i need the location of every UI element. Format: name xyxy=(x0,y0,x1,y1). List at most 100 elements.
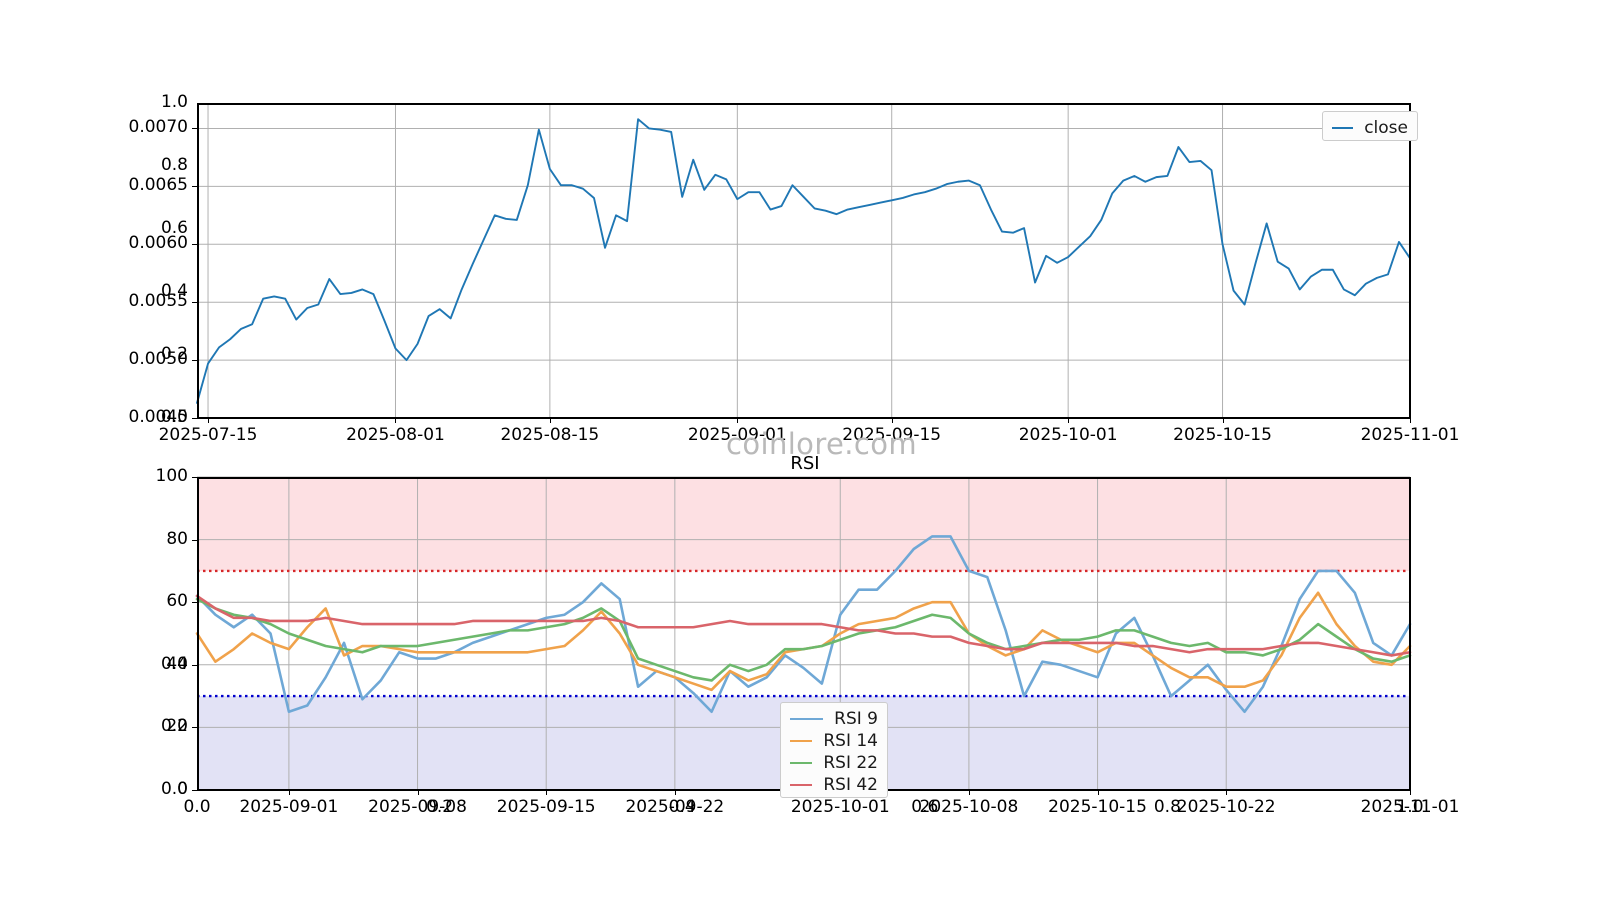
axis-tick-label: 0.0055 xyxy=(128,291,188,312)
axis-tick-label: 0.8 xyxy=(1153,797,1181,817)
axis-tick-label: 2025-09-15 xyxy=(842,425,942,445)
axis-tick-label: 2025-09-22 xyxy=(625,797,725,817)
axis-tickmark xyxy=(192,727,197,729)
axis-tick-label: 0.4 xyxy=(668,797,696,817)
axis-tick-label: 0.0065 xyxy=(128,175,188,196)
axis-tickmark xyxy=(1410,418,1411,423)
axis-tickmark xyxy=(1222,418,1224,423)
legend-line-icon xyxy=(790,784,813,786)
axis-tick-label: 40 xyxy=(166,653,188,674)
axis-tickmark xyxy=(891,418,893,423)
axis-tickmark xyxy=(417,790,419,795)
axis-tick-label: 2025-07-15 xyxy=(158,425,258,445)
price-axis-top xyxy=(197,103,1411,105)
axis-tick-label: 2025-10-15 xyxy=(1048,797,1147,817)
price-axis-right xyxy=(1409,103,1411,419)
axis-tick-label: 0.0070 xyxy=(128,117,188,138)
rsi-line-svg xyxy=(195,476,1412,791)
price-axis-bottom xyxy=(197,417,1411,419)
axis-tickmark xyxy=(737,418,739,423)
axis-tick-label: 0.2 xyxy=(160,716,188,737)
axis-tickmark xyxy=(192,664,197,666)
axis-tick-label: 2025-09-15 xyxy=(496,797,596,817)
axis-tick-label: 2025-10-22 xyxy=(1176,797,1276,817)
axis-tickmark xyxy=(192,539,197,541)
price-chart-panel xyxy=(196,103,1411,419)
axis-tick-label: 80 xyxy=(166,528,188,549)
legend-item-rsi-9[interactable]: RSI 9 xyxy=(790,708,878,730)
axis-tickmark xyxy=(1068,418,1070,423)
axis-tick-label: 0.6 xyxy=(911,797,939,817)
rsi-axis-left xyxy=(197,477,199,791)
axis-tick-label: 0.0 xyxy=(160,407,188,427)
rsi-axis-top xyxy=(197,477,1411,479)
axis-tick-label: 1.0 xyxy=(1396,797,1424,817)
legend-item-rsi-22[interactable]: RSI 22 xyxy=(790,752,878,774)
legend-item-close[interactable]: close xyxy=(1332,117,1408,139)
axis-tick-label: 2025-09-01 xyxy=(687,425,787,445)
axis-tick-label: 1.0 xyxy=(160,92,188,112)
axis-tickmark xyxy=(192,790,197,791)
legend-label: RSI 14 xyxy=(823,731,878,751)
axis-tick-label: 20 xyxy=(166,716,188,737)
axis-tick-label: 0.6 xyxy=(160,218,188,238)
rsi-legend[interactable]: RSI 9 RSI 14 RSI 22 RSI 42 xyxy=(780,702,888,798)
legend-line-icon xyxy=(790,762,813,764)
axis-tick-label: 0.0060 xyxy=(128,233,188,254)
axis-tick-label: 0.8 xyxy=(160,155,188,175)
axis-tick-label: 2025-10-08 xyxy=(919,797,1019,817)
rsi-panel-title: RSI xyxy=(790,453,820,474)
axis-tick-label: 2025-08-15 xyxy=(500,425,600,445)
axis-tick-label: 0.0045 xyxy=(128,407,188,427)
axis-tick-label: 0.0 xyxy=(160,779,188,799)
axis-tickmark xyxy=(546,790,548,795)
axis-tickmark xyxy=(1410,790,1411,795)
axis-tick-label: 0.0050 xyxy=(128,349,188,370)
axis-tickmark xyxy=(192,186,197,188)
axis-tick-label: 100 xyxy=(155,466,188,486)
axis-tick-label: 2025-10-15 xyxy=(1173,425,1272,445)
axis-tick-label: 0 xyxy=(177,779,188,799)
axis-tickmark xyxy=(192,360,197,362)
axis-tick-label: 2025-10-01 xyxy=(790,797,890,817)
legend-label-close: close xyxy=(1364,118,1408,138)
axis-tick-label: 0.4 xyxy=(160,281,188,301)
axis-tickmark xyxy=(192,302,197,304)
axis-tick-label: 2025-09-01 xyxy=(239,797,339,817)
legend-line-icon xyxy=(790,718,824,720)
rsi-axis-right xyxy=(1409,477,1411,791)
axis-tickmark xyxy=(674,790,676,795)
legend-label: RSI 9 xyxy=(834,709,878,729)
axis-tickmark xyxy=(192,128,197,130)
price-legend[interactable]: close xyxy=(1322,111,1418,141)
axis-tick-label: 0.4 xyxy=(160,653,188,674)
legend-label: RSI 22 xyxy=(823,753,878,773)
watermark-coinlore: coinlore.com xyxy=(726,427,918,461)
legend-item-rsi-42[interactable]: RSI 42 xyxy=(790,774,878,796)
axis-tickmark xyxy=(192,244,197,246)
axis-tick-label: 2025-08-01 xyxy=(346,425,445,445)
axis-tick-label: 2025-11-01 xyxy=(1360,797,1460,817)
axis-tickmark xyxy=(549,418,551,423)
axis-tick-label: 0.2 xyxy=(426,797,454,817)
axis-tickmark xyxy=(288,790,290,795)
axis-tickmark xyxy=(192,602,197,604)
price-axis-left xyxy=(197,103,199,419)
axis-tick-label: 0.2 xyxy=(160,344,188,364)
legend-item-rsi-14[interactable]: RSI 14 xyxy=(790,730,878,752)
axis-tickmark xyxy=(968,790,970,795)
legend-line-icon xyxy=(1332,127,1354,129)
axis-tick-label: 2025-11-01 xyxy=(1360,425,1460,445)
axis-tick-label: 60 xyxy=(166,591,188,612)
axis-tickmark xyxy=(395,418,397,423)
axis-tick-label: 0.0 xyxy=(183,797,211,817)
axis-tickmark xyxy=(1226,790,1228,795)
axis-tickmark xyxy=(208,418,210,423)
axis-tickmark xyxy=(192,418,197,419)
axis-tick-label: 2025-09-08 xyxy=(368,797,467,817)
axis-tickmark xyxy=(1097,790,1099,795)
price-line-svg xyxy=(196,103,1411,419)
legend-line-icon xyxy=(790,740,813,742)
legend-label: RSI 42 xyxy=(823,775,878,795)
